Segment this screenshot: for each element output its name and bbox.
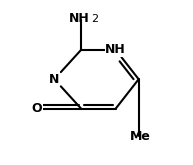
Text: N: N	[49, 73, 59, 86]
Text: 2: 2	[91, 14, 98, 24]
Text: NH: NH	[105, 43, 126, 56]
Text: NH: NH	[69, 12, 90, 25]
Text: Me: Me	[130, 130, 151, 143]
Text: O: O	[32, 102, 42, 115]
